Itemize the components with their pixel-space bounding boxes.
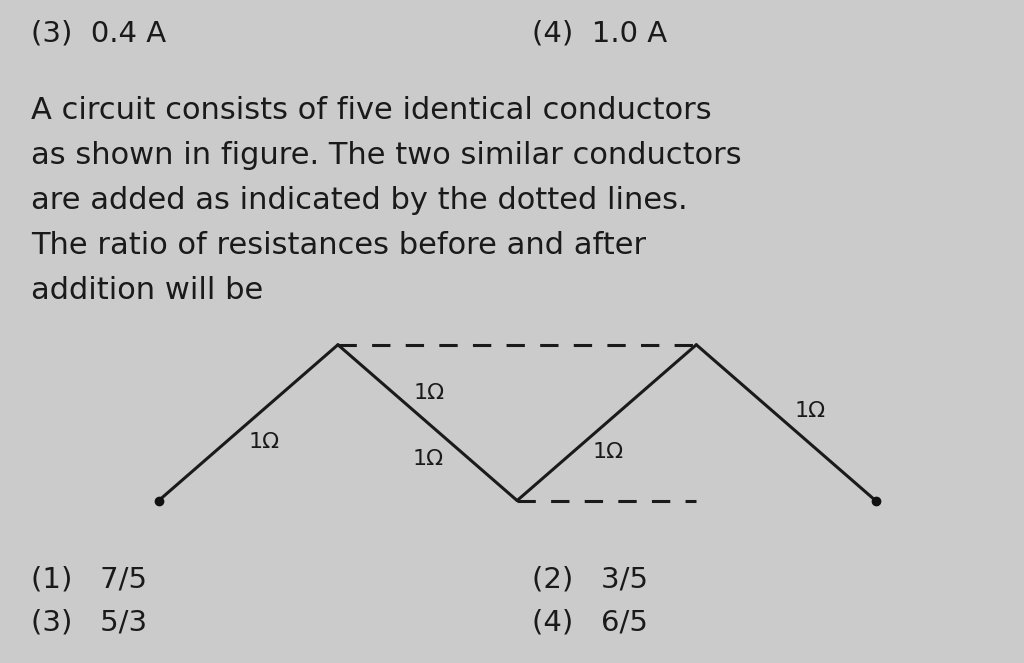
Text: (4)   6/5: (4) 6/5 xyxy=(532,609,648,636)
Text: as shown in figure. The two similar conductors: as shown in figure. The two similar cond… xyxy=(31,141,741,170)
Text: (1)   7/5: (1) 7/5 xyxy=(31,566,146,593)
Text: 1Ω: 1Ω xyxy=(249,432,280,452)
Text: addition will be: addition will be xyxy=(31,276,263,306)
Text: are added as indicated by the dotted lines.: are added as indicated by the dotted lin… xyxy=(31,186,687,215)
Text: (4)  1.0 A: (4) 1.0 A xyxy=(532,20,668,48)
Text: (3)  0.4 A: (3) 0.4 A xyxy=(31,20,166,48)
Text: (2)   3/5: (2) 3/5 xyxy=(532,566,648,593)
Text: 1Ω: 1Ω xyxy=(593,442,624,463)
Text: The ratio of resistances before and after: The ratio of resistances before and afte… xyxy=(31,231,646,261)
Text: 1Ω: 1Ω xyxy=(795,400,826,421)
Text: A circuit consists of five identical conductors: A circuit consists of five identical con… xyxy=(31,96,712,125)
Text: 1Ω: 1Ω xyxy=(414,383,444,403)
Text: (3)   5/3: (3) 5/3 xyxy=(31,609,146,636)
Text: 1Ω: 1Ω xyxy=(413,449,443,469)
